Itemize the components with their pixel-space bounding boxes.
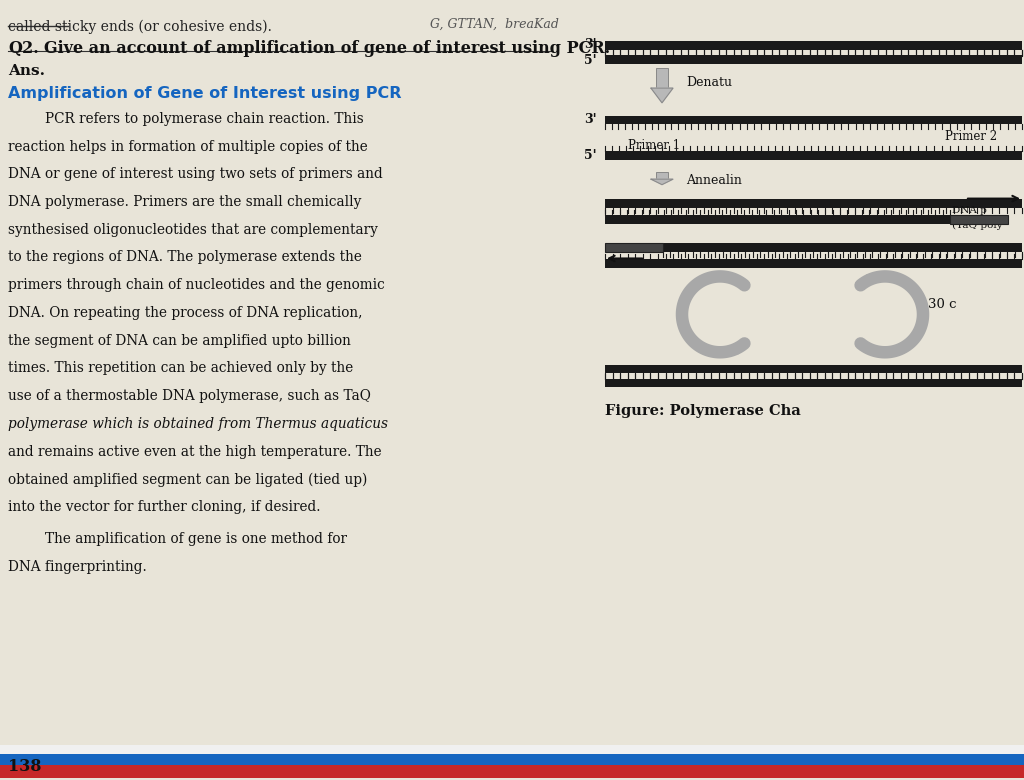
Text: 5': 5': [584, 149, 597, 162]
Text: Ans.: Ans.: [8, 64, 45, 78]
Text: 138: 138: [8, 758, 42, 775]
Text: reaction helps in formation of multiple copies of the: reaction helps in formation of multiple …: [8, 140, 368, 154]
Bar: [605, 259, 1022, 268]
Bar: [656, 68, 668, 88]
Text: Annealin: Annealin: [686, 174, 741, 187]
Text: PCR refers to polymerase chain reaction. This: PCR refers to polymerase chain reaction.…: [45, 112, 364, 126]
Polygon shape: [651, 179, 673, 185]
Bar: [718, 115, 1022, 124]
Bar: [0, 746, 1024, 754]
Bar: [605, 379, 1022, 388]
Bar: [656, 172, 668, 179]
Bar: [605, 55, 1022, 65]
Text: Figure: Polymerase Cha: Figure: Polymerase Cha: [605, 404, 801, 418]
Bar: [0, 754, 1024, 765]
Text: use of a thermostable DNA polymerase, such as TaQ: use of a thermostable DNA polymerase, su…: [8, 389, 371, 403]
Text: Q2.: Q2.: [8, 40, 39, 57]
Text: Primer 1: Primer 1: [628, 139, 680, 152]
Text: Give an account of amplification of gene of interest using PCR.: Give an account of amplification of gene…: [44, 40, 610, 57]
Text: 3': 3': [584, 38, 597, 51]
Text: DNA fingerprinting.: DNA fingerprinting.: [8, 559, 146, 573]
Text: to the regions of DNA. The polymerase extends the: to the regions of DNA. The polymerase ex…: [8, 250, 361, 264]
Bar: [910, 151, 1022, 160]
Text: and remains active even at the high temperature. The: and remains active even at the high temp…: [8, 445, 382, 459]
Bar: [605, 115, 718, 124]
Text: G, GTTAN,  breaKad: G, GTTAN, breaKad: [430, 18, 559, 31]
Text: Amplification of Gene of Interest using PCR: Amplification of Gene of Interest using …: [8, 86, 401, 101]
Text: Primer 2: Primer 2: [945, 129, 997, 143]
Text: The amplification of gene is one method for: The amplification of gene is one method …: [45, 532, 347, 546]
Bar: [0, 765, 1024, 778]
Text: obtained amplified segment can be ligated (tied up): obtained amplified segment can be ligate…: [8, 473, 368, 487]
Text: primers through chain of nucleotides and the genomic: primers through chain of nucleotides and…: [8, 278, 385, 292]
Polygon shape: [651, 88, 673, 103]
Text: DNA polymerase. Primers are the small chemically: DNA polymerase. Primers are the small ch…: [8, 195, 361, 209]
Text: synthesised oligonucleotides that are complementary: synthesised oligonucleotides that are co…: [8, 223, 378, 237]
Text: Denatu: Denatu: [686, 76, 732, 90]
Bar: [605, 151, 910, 160]
Bar: [605, 215, 950, 224]
Bar: [605, 243, 663, 252]
Text: 5': 5': [584, 55, 597, 67]
Text: (TaQ poly: (TaQ poly: [952, 221, 1002, 229]
Text: polymerase which is obtained from Thermus aquaticus: polymerase which is obtained from Thermu…: [8, 417, 388, 431]
Text: DNA. On repeating the process of DNA replication,: DNA. On repeating the process of DNA rep…: [8, 306, 362, 320]
Text: called sticky ends (or cohesive ends).: called sticky ends (or cohesive ends).: [8, 20, 272, 34]
Text: 3': 3': [584, 113, 597, 126]
Bar: [663, 243, 1022, 252]
Bar: [605, 365, 1022, 374]
Text: 30 c: 30 c: [928, 298, 956, 311]
Bar: [950, 215, 1008, 224]
Text: times. This repetition can be achieved only by the: times. This repetition can be achieved o…: [8, 361, 353, 375]
Bar: [605, 41, 1022, 51]
Text: DNA p: DNA p: [952, 206, 987, 215]
Text: DNA or gene of interest using two sets of primers and: DNA or gene of interest using two sets o…: [8, 167, 383, 181]
Bar: [605, 200, 1022, 207]
Text: into the vector for further cloning, if desired.: into the vector for further cloning, if …: [8, 500, 321, 514]
Text: the segment of DNA can be amplified upto billion: the segment of DNA can be amplified upto…: [8, 334, 351, 348]
